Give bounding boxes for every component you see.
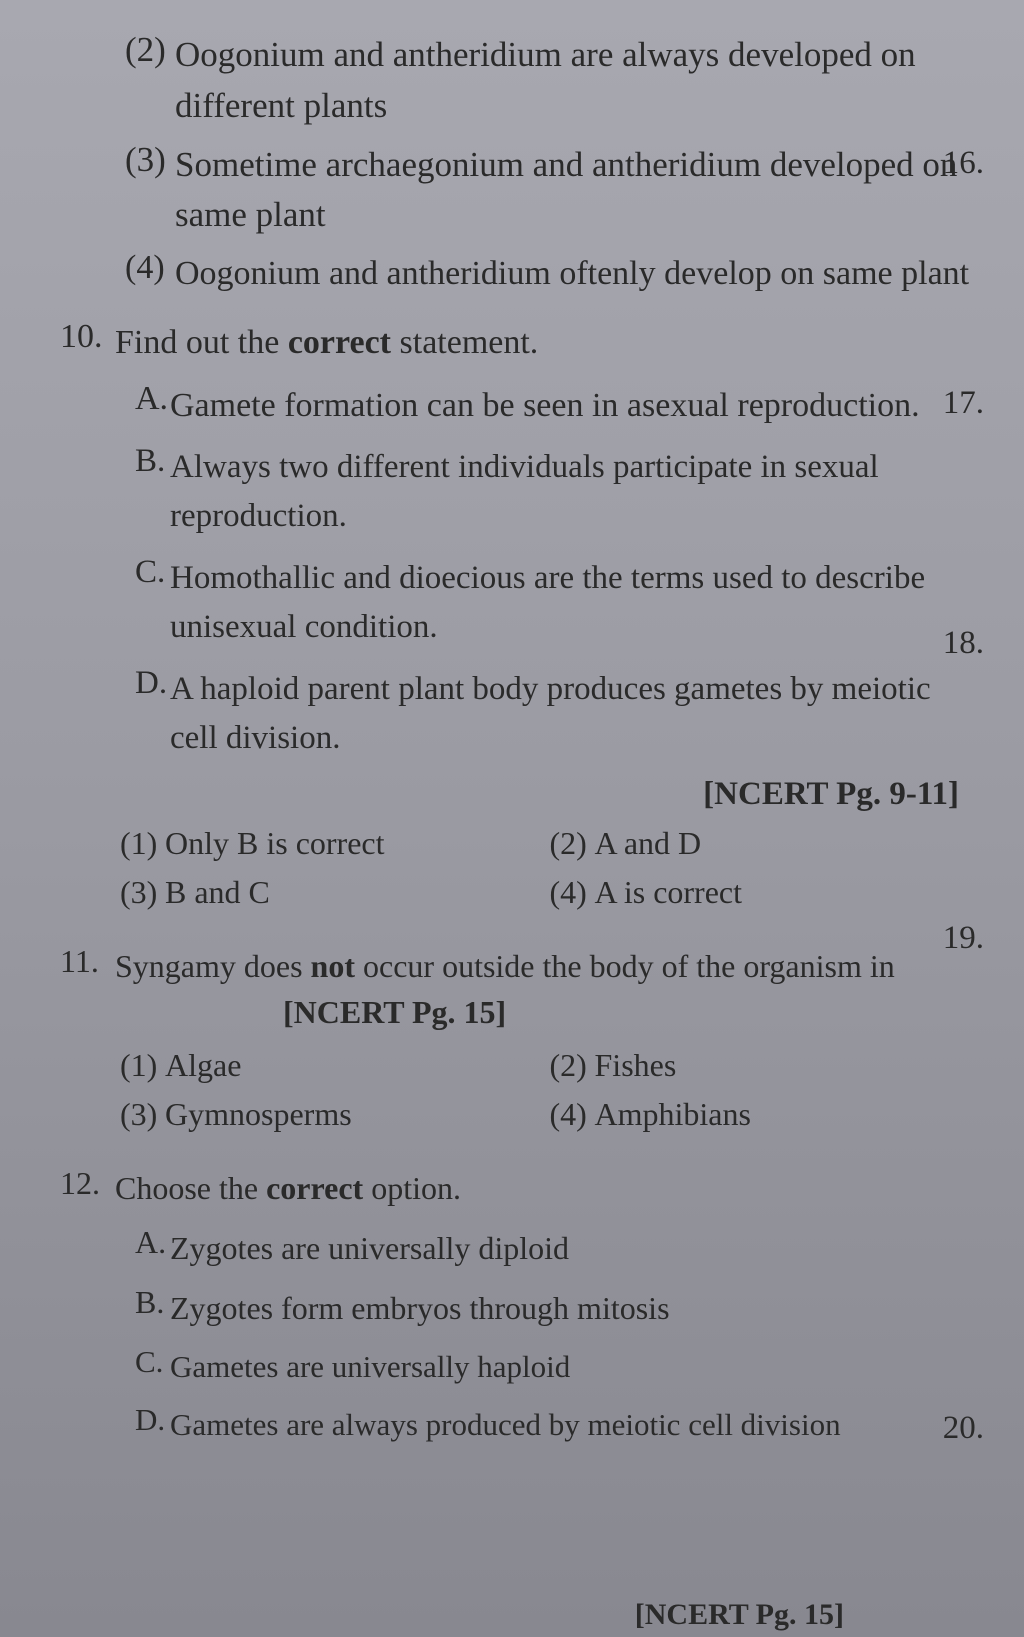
opt-text: B and C	[165, 874, 550, 911]
opt-num: (2)	[550, 825, 595, 862]
q12-letter-options: A. Zygotes are universally diploid B. Zy…	[60, 1224, 979, 1449]
q9-option-4: (4) Oogonium and antheridium oftenly dev…	[120, 249, 979, 298]
q11-text-post: occur outside the body of the organism i…	[355, 948, 895, 984]
q10-text-after: statement.	[391, 324, 538, 361]
q10-answer-2: (2) A and D	[550, 825, 980, 862]
opt-text: A and D	[595, 825, 980, 862]
letter-text: Gamete formation can be seen in asexual …	[170, 380, 979, 431]
q10-answer-1: (1) Only B is correct	[120, 825, 550, 862]
letter-text: Zygotes are universally diploid	[170, 1224, 979, 1272]
letter: C.	[120, 554, 170, 591]
question-text: Find out the correct statement.	[115, 318, 979, 367]
q10-answer-options: (1) Only B is correct (2) A and D (3) B …	[60, 825, 979, 923]
opt-text: Only B is correct	[165, 825, 550, 862]
q10-option-c: C. Homothallic and dioecious are the ter…	[120, 554, 979, 653]
right-q20: 20.	[943, 1410, 984, 1447]
letter: B.	[120, 443, 170, 480]
question-number: 10.	[60, 318, 115, 356]
q11-text-pre: Syngamy does	[115, 948, 311, 984]
q11-answer-2: (2) Fishes	[550, 1047, 980, 1084]
opt-num: (1)	[120, 825, 165, 862]
letter: A.	[120, 380, 170, 418]
q10-text-bold: correct	[288, 324, 391, 361]
q10-text-pre: Find out the	[115, 324, 288, 361]
q12-option-c: C. Gametes are universally haploid	[120, 1344, 979, 1391]
q9-option-2: (2) Oogonium and antheridium are always …	[120, 30, 979, 132]
letter-text: Gametes are always produced by meiotic c…	[170, 1402, 979, 1449]
q9-option-3: (3) Sometime archaegonium and antheridiu…	[120, 140, 979, 242]
right-q17: 17.	[943, 385, 984, 422]
letter: D.	[120, 665, 170, 702]
q12-option-b: B. Zygotes form embryos through mitosis	[120, 1284, 979, 1332]
right-q19: 19.	[943, 920, 984, 957]
q12-option-d: D. Gametes are always produced by meioti…	[120, 1402, 979, 1449]
q10-option-d: D. A haploid parent plant body produces …	[120, 665, 979, 764]
question-number: 12.	[60, 1165, 115, 1202]
question-number: 11.	[60, 943, 115, 980]
option-text: Oogonium and antheridium oftenly develop…	[175, 249, 979, 298]
opt-num: (3)	[120, 1096, 165, 1133]
option-number: (3)	[120, 140, 175, 180]
right-q16: 16.	[943, 145, 984, 182]
question-text: Choose the correct option.	[115, 1165, 979, 1211]
q10-answer-4: (4) A is correct	[550, 874, 980, 911]
q11-text-bold: not	[311, 948, 355, 984]
right-q18: 18.	[943, 625, 984, 662]
opt-text: Amphibians	[595, 1096, 980, 1133]
letter: A.	[120, 1224, 170, 1261]
question-text: Syngamy does not occur outside the body …	[115, 943, 979, 1036]
option-number: (4)	[120, 249, 175, 287]
letter-text: A haploid parent plant body produces gam…	[170, 665, 979, 764]
letter: C.	[120, 1344, 170, 1380]
letter-text: Homothallic and dioecious are the terms …	[170, 554, 979, 653]
q12-text-pre: Choose the	[115, 1170, 266, 1206]
letter: D.	[120, 1402, 170, 1438]
opt-text: Fishes	[595, 1047, 980, 1084]
bottom-reference: [NCERT Pg. 15]	[635, 1598, 844, 1632]
q11: 11. Syngamy does not occur outside the b…	[60, 943, 979, 1036]
q10-answer-3: (3) B and C	[120, 874, 550, 911]
letter-text: Always two different individuals partici…	[170, 443, 979, 542]
q11-answer-options: (1) Algae (2) Fishes (3) Gymnosperms (4)…	[60, 1047, 979, 1145]
option-text: Sometime archaegonium and antheridium de…	[175, 140, 979, 242]
letter-text: Zygotes form embryos through mitosis	[170, 1284, 979, 1332]
q12-text-after: option.	[363, 1170, 461, 1206]
q12: 12. Choose the correct option.	[60, 1165, 979, 1211]
q10-option-a: A. Gamete formation can be seen in asexu…	[120, 380, 979, 431]
option-number: (2)	[120, 30, 175, 70]
q10: 10. Find out the correct statement.	[60, 318, 979, 367]
opt-text: Algae	[165, 1047, 550, 1084]
letter: B.	[120, 1284, 170, 1321]
opt-num: (4)	[550, 1096, 595, 1133]
page-content: (2) Oogonium and antheridium are always …	[60, 30, 979, 1449]
q11-answer-1: (1) Algae	[120, 1047, 550, 1084]
q11-reference: [NCERT Pg. 15]	[283, 994, 506, 1030]
option-text: Oogonium and antheridium are always deve…	[175, 30, 979, 132]
q10-reference: [NCERT Pg. 9-11]	[60, 776, 959, 813]
opt-num: (2)	[550, 1047, 595, 1084]
opt-num: (3)	[120, 874, 165, 911]
q11-answer-4: (4) Amphibians	[550, 1096, 980, 1133]
q10-option-b: B. Always two different individuals part…	[120, 443, 979, 542]
letter-text: Gametes are universally haploid	[170, 1344, 979, 1391]
opt-text: A is correct	[595, 874, 980, 911]
q9-options: (2) Oogonium and antheridium are always …	[60, 30, 979, 298]
q12-text-bold: correct	[266, 1170, 363, 1206]
opt-text: Gymnosperms	[165, 1096, 550, 1133]
opt-num: (4)	[550, 874, 595, 911]
opt-num: (1)	[120, 1047, 165, 1084]
q11-answer-3: (3) Gymnosperms	[120, 1096, 550, 1133]
q10-letter-options: A. Gamete formation can be seen in asexu…	[60, 380, 979, 764]
q12-option-a: A. Zygotes are universally diploid	[120, 1224, 979, 1272]
